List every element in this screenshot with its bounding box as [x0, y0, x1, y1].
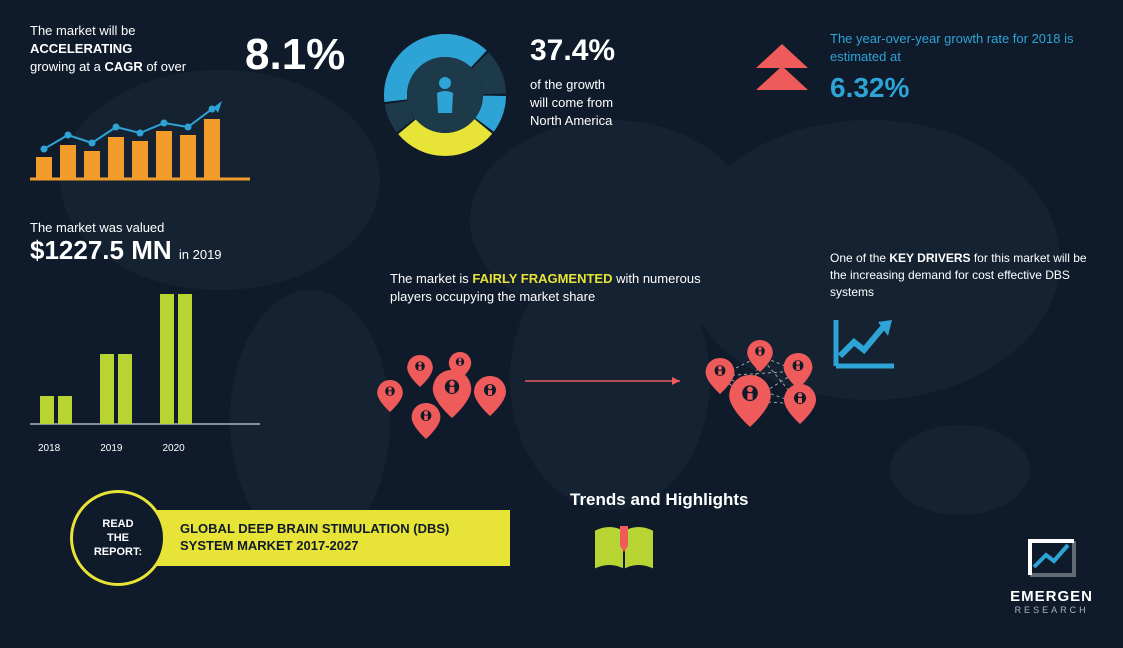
cagr-block: The market will be ACCELERATING growing …	[30, 22, 340, 194]
growth-arrow-icon	[830, 312, 1090, 377]
mval-axis-labels: 2018 2019 2020	[38, 443, 330, 454]
cagr-strong: ACCELERATING	[30, 41, 132, 56]
cagr-chart	[30, 89, 340, 194]
trends-block: Trends and Highlights	[570, 490, 749, 583]
read-report-callout[interactable]: READTHEREPORT: GLOBAL DEEP BRAIN STIMULA…	[70, 490, 510, 586]
na-value: 37.4%	[530, 30, 710, 72]
mval-year-label: 2020	[163, 443, 185, 454]
frag-prefix: The market is	[390, 271, 472, 286]
cagr-line2b: CAGR	[104, 59, 142, 74]
fragmented-block: The market is FAIRLY FRAGMENTED with num…	[390, 270, 740, 426]
frag-strong: FAIRLY FRAGMENTED	[472, 271, 612, 286]
mval-value: $1227.5 MN	[30, 235, 172, 265]
emergen-logo-mark	[1024, 535, 1080, 581]
key-driver-block: One of the KEY DRIVERS for this market w…	[830, 250, 1090, 377]
mval-chart	[30, 284, 330, 439]
cagr-line2a: growing at a	[30, 59, 104, 74]
double-arrow-up-icon	[750, 40, 814, 109]
cagr-line1: The market will be	[30, 23, 135, 38]
market-value-block: The market was valued $1227.5 MN in 2019…	[30, 220, 330, 454]
na-line3: North America	[530, 112, 710, 130]
north-america-block: 37.4% of the growth will come from North…	[380, 30, 710, 165]
na-line2: will come from	[530, 94, 710, 112]
emergen-logo: EMERGEN RESEARCH	[1010, 535, 1093, 615]
logo-sub: RESEARCH	[1010, 605, 1093, 615]
report-title-bar[interactable]: GLOBAL DEEP BRAIN STIMULATION (DBS) SYST…	[140, 510, 510, 566]
read-report-circle[interactable]: READTHEREPORT:	[70, 490, 166, 586]
report-title: GLOBAL DEEP BRAIN STIMULATION (DBS) SYST…	[180, 521, 494, 555]
cagr-value: 8.1%	[245, 30, 345, 80]
book-icon	[590, 522, 749, 583]
mval-year-label: 2019	[100, 443, 122, 454]
fragmented-pins	[390, 326, 740, 426]
yoy-block: The year-over-year growth rate for 2018 …	[830, 30, 1090, 104]
na-line1: of the growth	[530, 76, 710, 94]
driver-strong: KEY DRIVERS	[889, 251, 970, 265]
driver-prefix: One of the	[830, 251, 889, 265]
trends-title: Trends and Highlights	[570, 490, 749, 510]
mval-line1: The market was valued	[30, 220, 330, 235]
yoy-value: 6.32%	[830, 72, 1090, 104]
donut-chart	[380, 30, 510, 165]
yoy-text: The year-over-year growth rate for 2018 …	[830, 30, 1090, 66]
mval-year-label: 2018	[38, 443, 60, 454]
mval-suffix: in 2019	[179, 247, 222, 262]
logo-name: EMERGEN	[1010, 588, 1093, 605]
read-report-circle-text: READTHEREPORT:	[94, 517, 142, 560]
cagr-line2c: of over	[143, 59, 186, 74]
